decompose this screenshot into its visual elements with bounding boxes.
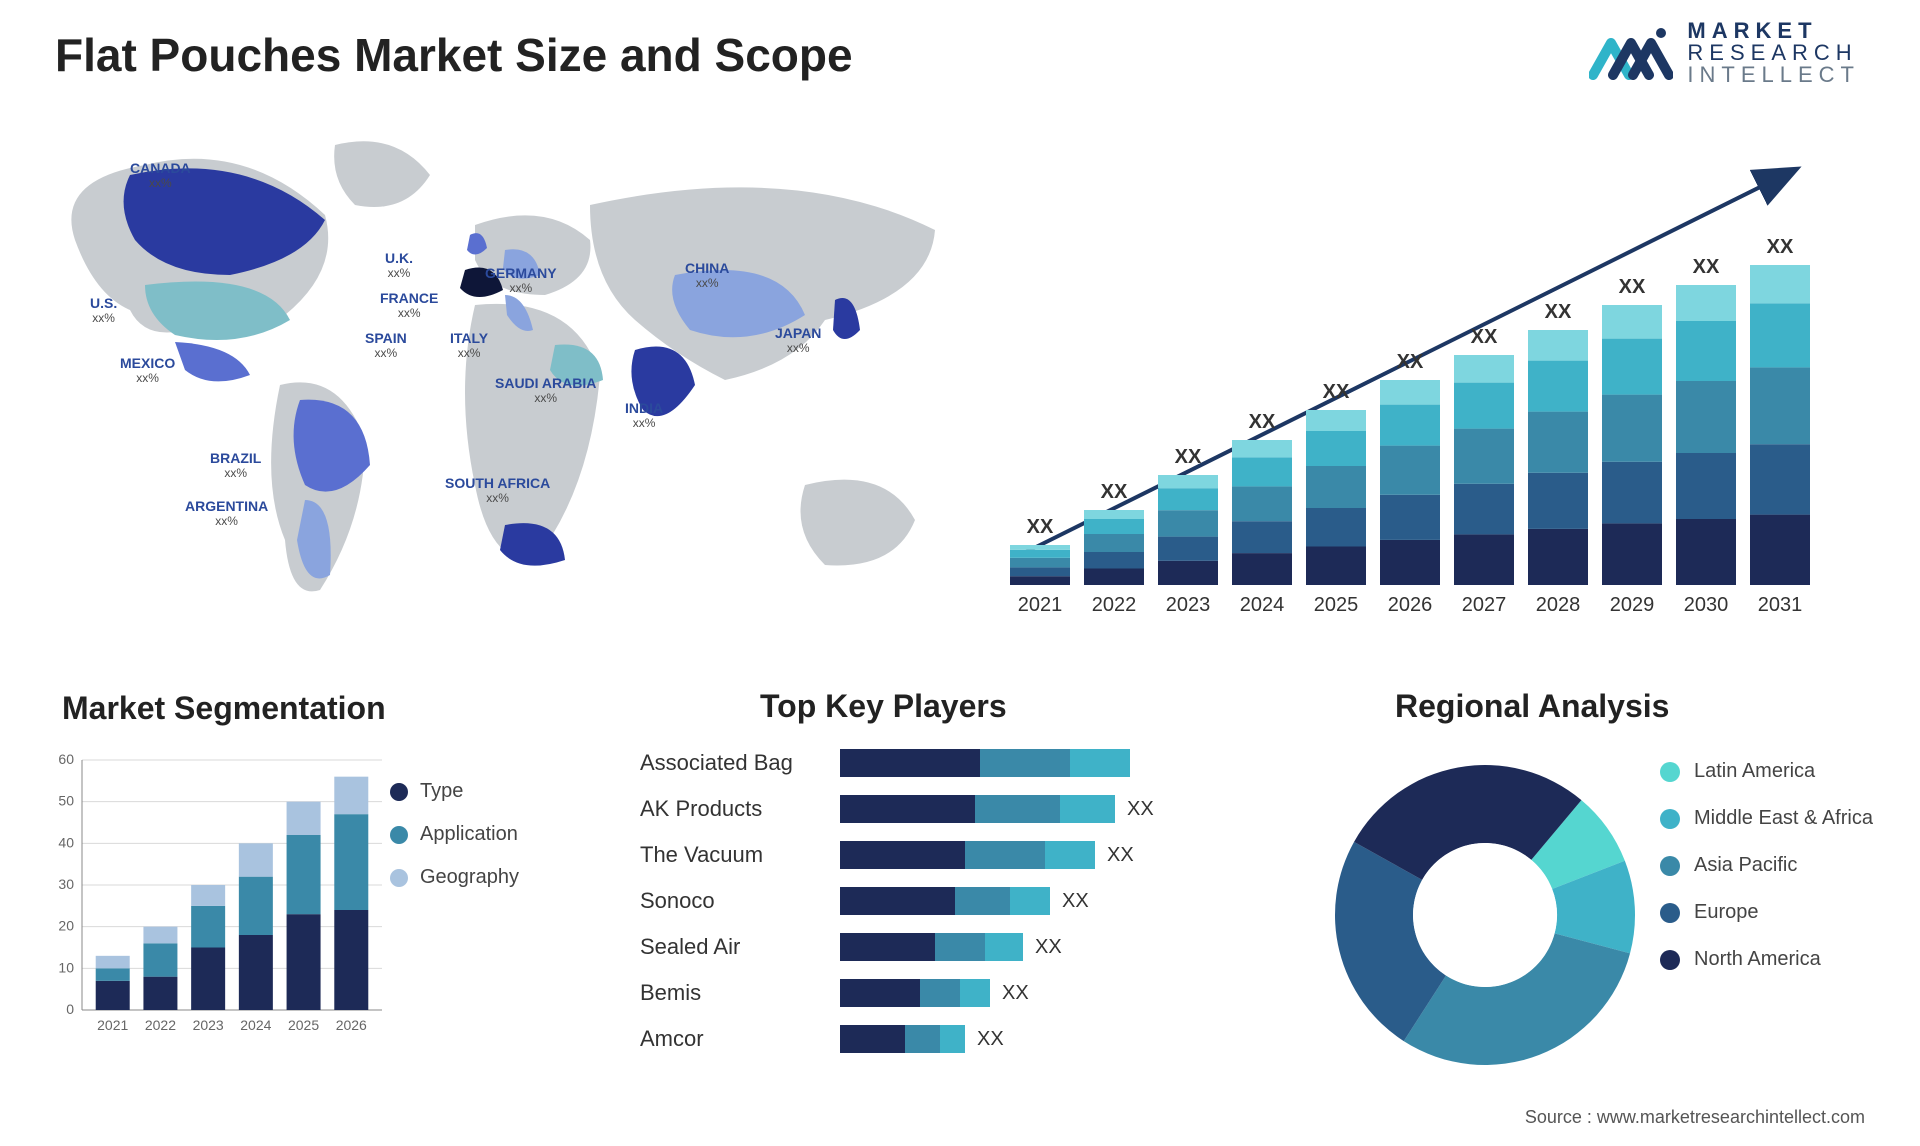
player-bar-row: XX (840, 970, 1280, 1016)
svg-text:50: 50 (58, 793, 74, 809)
legend-item: Geography (390, 866, 519, 889)
player-value-label: XX (1127, 798, 1154, 821)
player-name: Associated Bag (640, 740, 840, 786)
page-title: Flat Pouches Market Size and Scope (55, 28, 853, 82)
legend-item: Latin America (1660, 760, 1873, 783)
brand-line1: MARKET (1687, 20, 1860, 42)
player-bar-row: XX (840, 924, 1280, 970)
player-name: Sonoco (640, 878, 840, 924)
player-value-label: XX (1107, 844, 1134, 867)
brand-logo: MARKET RESEARCH INTELLECT (1589, 20, 1860, 86)
regional-donut-chart (1320, 750, 1650, 1080)
player-value-label: XX (1035, 936, 1062, 959)
legend-item: Middle East & Africa (1660, 807, 1873, 830)
player-bar-row: XX (840, 832, 1280, 878)
brand-line2: RESEARCH (1687, 42, 1860, 64)
player-name: Amcor (640, 1016, 840, 1062)
svg-text:2031: 2031 (1758, 594, 1803, 616)
map-label: MEXICOxx% (120, 355, 175, 386)
map-label: U.S.xx% (90, 295, 117, 326)
world-map: CANADAxx% U.S.xx% MEXICOxx% BRAZILxx% ARGENT… (35, 120, 965, 620)
legend-item: Type (390, 780, 519, 803)
section-title-players: Top Key Players (760, 688, 1007, 725)
map-label: GERMANYxx% (485, 265, 557, 296)
svg-text:XX: XX (1101, 481, 1128, 503)
legend-item: Asia Pacific (1660, 854, 1873, 877)
map-label: SOUTH AFRICAxx% (445, 475, 550, 506)
svg-text:XX: XX (1323, 381, 1350, 403)
svg-text:20: 20 (58, 918, 74, 934)
regional-legend: Latin America Middle East & Africa Asia Pa… (1660, 760, 1873, 995)
map-label: U.K.xx% (385, 250, 413, 281)
svg-text:2022: 2022 (1092, 594, 1137, 616)
legend-item: North America (1660, 948, 1873, 971)
svg-text:XX: XX (1693, 256, 1720, 278)
player-bar-row: XX (840, 1016, 1280, 1062)
svg-text:10: 10 (58, 959, 74, 975)
map-label: INDIAxx% (625, 400, 663, 431)
player-name: Sealed Air (640, 924, 840, 970)
svg-text:2024: 2024 (1240, 594, 1285, 616)
svg-text:2026: 2026 (1388, 594, 1433, 616)
svg-text:2027: 2027 (1462, 594, 1507, 616)
player-value-label: XX (1062, 890, 1089, 913)
svg-text:2021: 2021 (1018, 594, 1063, 616)
svg-text:2023: 2023 (1166, 594, 1211, 616)
map-label: SAUDI ARABIAxx% (495, 375, 596, 406)
svg-text:2030: 2030 (1684, 594, 1729, 616)
map-label: CANADAxx% (130, 160, 191, 191)
player-bar-row: XX (840, 786, 1280, 832)
legend-item: Europe (1660, 901, 1873, 924)
map-label: BRAZILxx% (210, 450, 261, 481)
section-title-regional: Regional Analysis (1395, 688, 1669, 725)
svg-text:XX: XX (1471, 326, 1498, 348)
map-label: SPAINxx% (365, 330, 407, 361)
svg-text:30: 30 (58, 876, 74, 892)
legend-item: Application (390, 823, 519, 846)
svg-text:2021: 2021 (97, 1017, 128, 1033)
svg-text:2025: 2025 (1314, 594, 1359, 616)
section-title-segmentation: Market Segmentation (62, 690, 386, 727)
svg-text:XX: XX (1619, 276, 1646, 298)
map-label: CHINAxx% (685, 260, 729, 291)
svg-text:2026: 2026 (336, 1017, 367, 1033)
svg-text:2028: 2028 (1536, 594, 1581, 616)
map-label: ARGENTINAxx% (185, 498, 268, 529)
svg-text:40: 40 (58, 834, 74, 850)
brand-mark-icon (1589, 21, 1673, 85)
svg-text:XX: XX (1175, 446, 1202, 468)
svg-text:XX: XX (1397, 351, 1424, 373)
svg-text:60: 60 (58, 751, 74, 767)
svg-text:0: 0 (66, 1001, 74, 1017)
svg-text:XX: XX (1767, 236, 1794, 258)
brand-line3: INTELLECT (1687, 64, 1860, 86)
player-name: The Vacuum (640, 832, 840, 878)
svg-text:XX: XX (1249, 411, 1276, 433)
player-bar-row (840, 740, 1280, 786)
map-label: JAPANxx% (775, 325, 821, 356)
player-value-label: XX (1002, 982, 1029, 1005)
svg-text:2029: 2029 (1610, 594, 1655, 616)
svg-text:2024: 2024 (240, 1017, 271, 1033)
map-label: FRANCExx% (380, 290, 438, 321)
key-players-bars: Associated BagAK ProductsThe VacuumSonoc… (640, 740, 1280, 1062)
svg-text:2025: 2025 (288, 1017, 319, 1033)
player-name: AK Products (640, 786, 840, 832)
player-value-label: XX (977, 1028, 1004, 1051)
forecast-bar-chart: XX 2021 XX 2022 XX 2023 XX 2024 XX 2025 XX 2026 XX 20… (990, 130, 1860, 620)
source-attribution: Source : www.marketresearchintellect.com (1525, 1107, 1865, 1128)
player-name: Bemis (640, 970, 840, 1016)
segmentation-legend: Type Application Geography (390, 780, 519, 909)
player-bar-row: XX (840, 878, 1280, 924)
map-label: ITALYxx% (450, 330, 488, 361)
svg-text:2023: 2023 (193, 1017, 224, 1033)
svg-text:XX: XX (1545, 301, 1572, 323)
svg-text:XX: XX (1027, 516, 1054, 538)
svg-text:2022: 2022 (145, 1017, 176, 1033)
